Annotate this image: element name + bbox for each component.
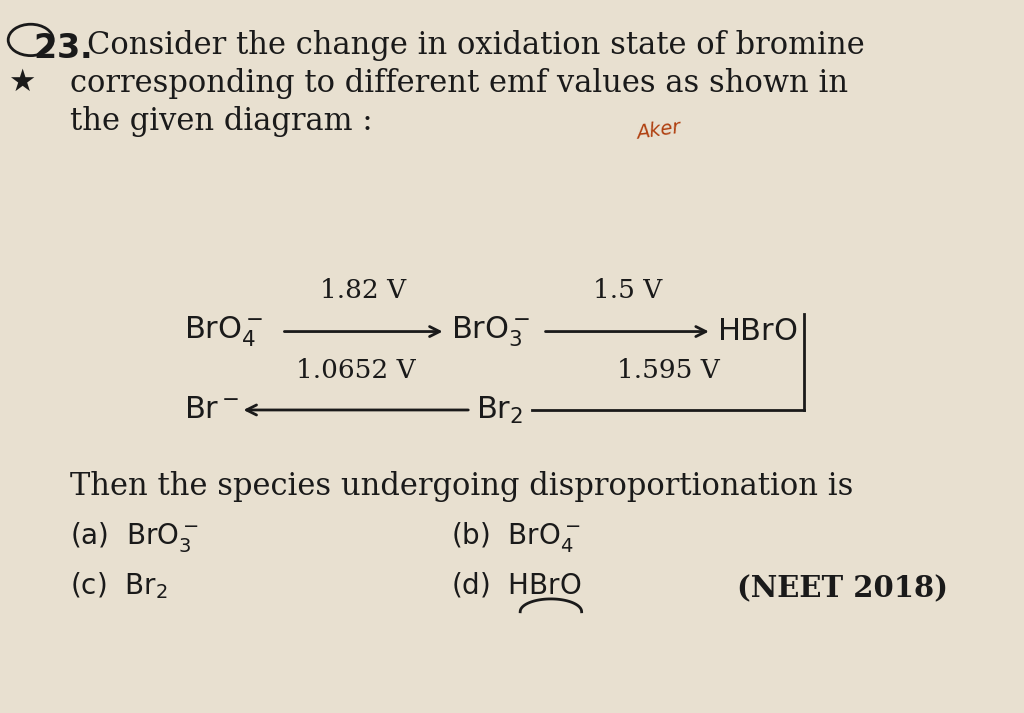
Text: $\bigstar$: $\bigstar$ (8, 68, 36, 97)
Text: $\mathbf{23.}$: $\mathbf{23.}$ (33, 32, 90, 65)
Text: $\mathrm{Br^-}$: $\mathrm{Br^-}$ (184, 396, 240, 424)
Text: corresponding to different emf values as shown in: corresponding to different emf values as… (70, 68, 848, 98)
Text: the given diagram :: the given diagram : (70, 106, 373, 136)
Text: (NEET 2018): (NEET 2018) (737, 574, 948, 603)
Text: $\mathrm{BrO_3^-}$: $\mathrm{BrO_3^-}$ (451, 314, 530, 349)
Text: (b)  $\mathrm{BrO_4^-}$: (b) $\mathrm{BrO_4^-}$ (451, 520, 580, 555)
Text: Aker: Aker (635, 118, 682, 143)
Text: 1.5 V: 1.5 V (593, 278, 662, 303)
Text: 1.595 V: 1.595 V (616, 358, 720, 383)
Text: (d)  $\mathrm{HBrO}$: (d) $\mathrm{HBrO}$ (451, 570, 581, 600)
Text: 1.82 V: 1.82 V (321, 278, 407, 303)
Text: $\mathrm{Br_2}$: $\mathrm{Br_2}$ (476, 394, 523, 426)
Text: Consider the change in oxidation state of bromine: Consider the change in oxidation state o… (87, 30, 865, 61)
Text: (a)  $\mathrm{BrO_3^-}$: (a) $\mathrm{BrO_3^-}$ (70, 520, 199, 555)
Text: 1.0652 V: 1.0652 V (296, 358, 416, 383)
Text: (c)  $\mathrm{Br_2}$: (c) $\mathrm{Br_2}$ (70, 570, 167, 601)
Text: $\mathrm{HBrO}$: $\mathrm{HBrO}$ (717, 317, 798, 346)
Text: Then the species undergoing disproportionation is: Then the species undergoing disproportio… (70, 471, 853, 501)
Text: $\mathrm{BrO_4^-}$: $\mathrm{BrO_4^-}$ (184, 314, 264, 349)
